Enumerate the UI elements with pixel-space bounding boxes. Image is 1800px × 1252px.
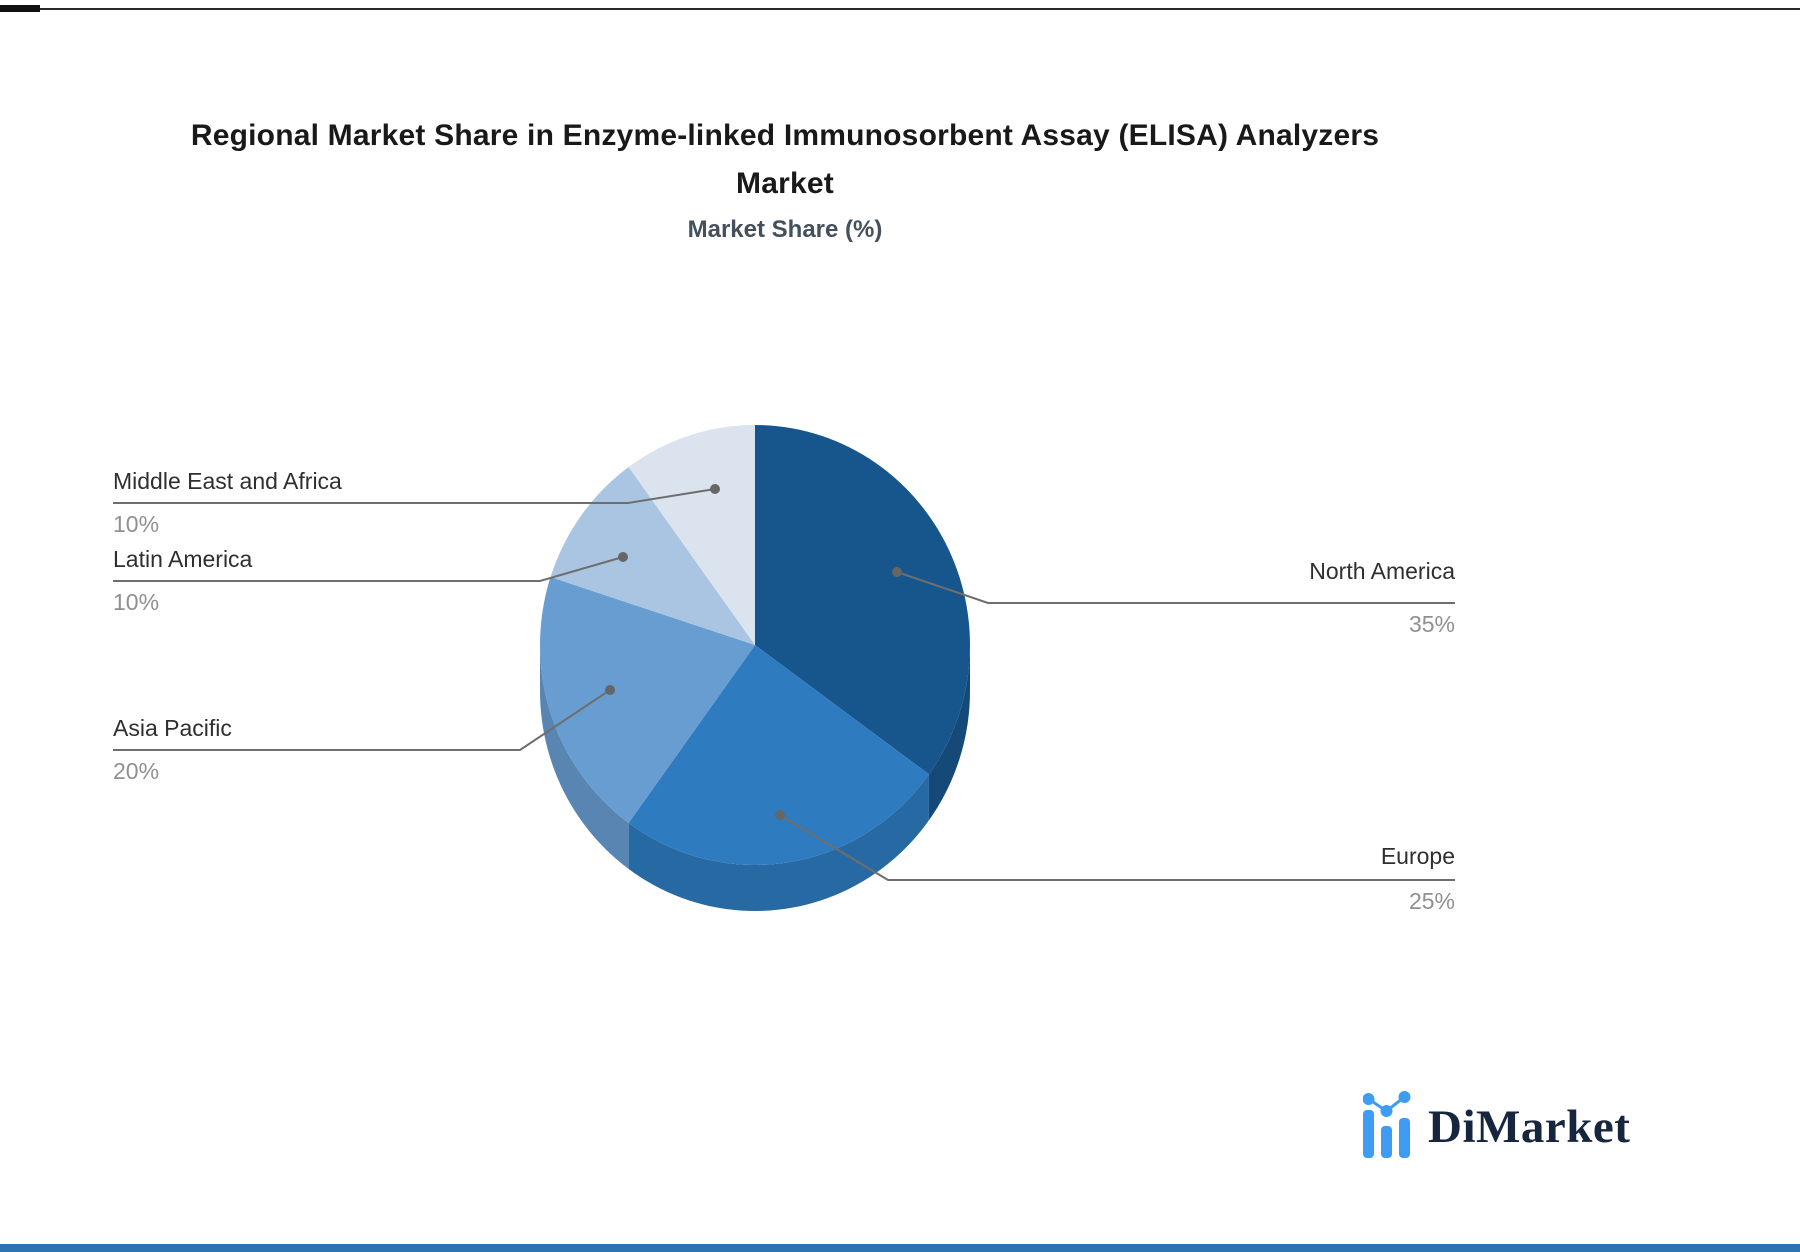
connector-dot-asia-pacific xyxy=(605,685,615,695)
pie-slice-latin-america[interactable] xyxy=(550,467,755,645)
slice-label-middle-east-and-africa: Middle East and Africa xyxy=(113,468,342,494)
top-border-line xyxy=(0,8,1800,10)
connector-dot-latin-america xyxy=(618,552,628,562)
connector-dot-north-america xyxy=(892,567,902,577)
pie-slice-middle-east-and-africa[interactable] xyxy=(628,425,755,645)
connector-latin-america xyxy=(113,556,624,582)
logo-dot-3 xyxy=(1398,1091,1411,1103)
slice-label-latin-america: Latin America xyxy=(113,546,253,572)
connector-dot-europe xyxy=(775,810,785,820)
slice-value-asia-pacific: 20% xyxy=(113,758,160,784)
slice-value-europe: 25% xyxy=(1408,888,1455,914)
pie-slice-asia-pacific[interactable] xyxy=(540,577,755,823)
connector-north-america xyxy=(896,571,1455,604)
chart-subtitle: Market Share (%) xyxy=(687,216,883,243)
pie-rim-north-america xyxy=(928,645,970,821)
logo-dot-2 xyxy=(1380,1105,1393,1117)
pie-3d-rims xyxy=(540,645,970,911)
pie-slice-north-america[interactable] xyxy=(755,425,970,775)
dimarket-logo[interactable]: DiMarket xyxy=(1363,1090,1630,1164)
connector-middle-east-and-africa xyxy=(113,488,716,504)
pie-rim-asia-pacific xyxy=(540,645,629,869)
slice-label-north-america: North America xyxy=(1309,558,1455,584)
slice-label-asia-pacific: Asia Pacific xyxy=(113,715,232,741)
logo-dot-1 xyxy=(1363,1093,1375,1105)
pie-slice-europe[interactable] xyxy=(628,645,929,865)
connector-dot-middle-east-and-africa xyxy=(710,484,720,494)
slice-value-middle-east-and-africa: 10% xyxy=(113,511,160,537)
connector-asia-pacific xyxy=(113,689,611,751)
bottom-accent-bar xyxy=(0,1244,1800,1252)
slice-value-latin-america: 10% xyxy=(113,589,160,615)
chart-title: Regional Market Share in Enzyme-linked I… xyxy=(190,119,1380,200)
slice-label-europe: Europe xyxy=(1380,843,1455,869)
pie-slices xyxy=(540,425,970,865)
bar-chart-with-trendline-icon xyxy=(1363,1091,1411,1158)
top-left-mark xyxy=(0,5,40,12)
connector-europe xyxy=(779,814,1455,881)
logo-text: DiMarket xyxy=(1428,1101,1631,1153)
label-connectors xyxy=(113,484,1455,881)
pie-rim-europe xyxy=(628,774,929,911)
slice-value-north-america: 35% xyxy=(1408,611,1455,637)
logo-bar-3 xyxy=(1399,1118,1410,1158)
logo-bar-1 xyxy=(1363,1110,1374,1158)
logo-bar-2 xyxy=(1381,1126,1392,1158)
